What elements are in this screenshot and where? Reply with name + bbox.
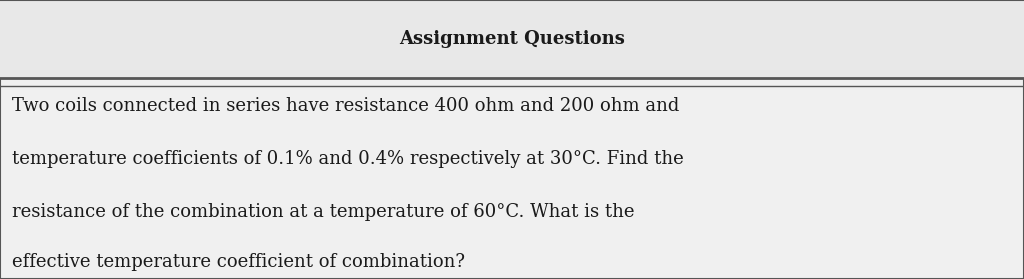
Text: Two coils connected in series have resistance 400 ohm and 200 ohm and: Two coils connected in series have resis…: [12, 97, 680, 115]
Text: temperature coefficients of 0.1% and 0.4% respectively at 30°C. Find the: temperature coefficients of 0.1% and 0.4…: [12, 150, 684, 168]
Text: Assignment Questions: Assignment Questions: [399, 30, 625, 48]
Text: resistance of the combination at a temperature of 60°C. What is the: resistance of the combination at a tempe…: [12, 203, 635, 221]
Bar: [0, 0, 1024, 78]
Text: effective temperature coefficient of combination?: effective temperature coefficient of com…: [12, 253, 465, 271]
